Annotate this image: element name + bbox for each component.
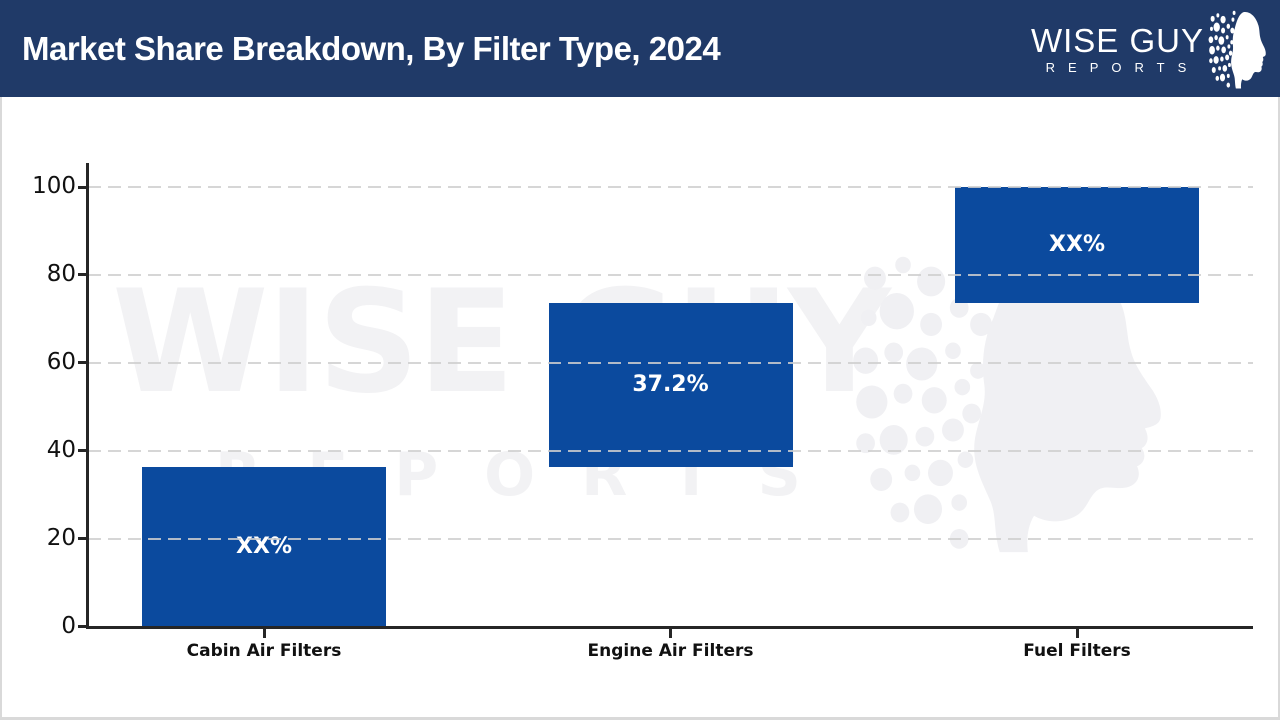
gridline-40 xyxy=(88,449,1253,452)
brand-text: WISE GUY REPORTS xyxy=(1031,24,1204,74)
y-tick-label-80: 80 xyxy=(46,260,76,287)
bar-value-label: XX% xyxy=(1049,232,1105,257)
y-tick-mark-80 xyxy=(78,273,87,277)
x-tick-label-2: Engine Air Filters xyxy=(587,641,754,661)
x-tick-mark-2 xyxy=(669,629,672,638)
gridline-60 xyxy=(88,361,1253,364)
x-axis-line xyxy=(86,626,1253,629)
y-tick-mark-0 xyxy=(78,625,87,628)
y-tick-mark-20 xyxy=(78,537,87,541)
brand-name: WISE GUY xyxy=(1030,21,1204,59)
y-tick-label-0: 0 xyxy=(61,612,76,639)
x-tick-mark-1 xyxy=(262,629,266,638)
x-tick-mark-3 xyxy=(1075,629,1079,638)
y-tick-mark-60 xyxy=(78,361,87,365)
bar-fuel-filters: XX% xyxy=(955,187,1199,304)
gridline-80 xyxy=(88,273,1253,276)
gridline-100 xyxy=(88,186,1253,188)
y-tick-mark-100 xyxy=(78,185,87,189)
y-tick-label-40: 40 xyxy=(46,436,76,463)
chart-title: Market Share Breakdown, By Filter Type, … xyxy=(22,29,721,67)
header-bar: Market Share Breakdown, By Filter Type, … xyxy=(0,0,1280,97)
bar-value-label: 37.2% xyxy=(632,371,709,397)
y-tick-label-60: 60 xyxy=(46,348,76,375)
brand-head-icon xyxy=(1208,10,1266,88)
x-tick-label-1: Cabin Air Filters xyxy=(186,641,342,661)
brand-subname: REPORTS xyxy=(1045,59,1200,75)
brand-logo: WISE GUY REPORTS xyxy=(1031,7,1266,91)
bar-engine-air-filters: 37.2% xyxy=(548,303,793,467)
gridline-20 xyxy=(88,537,1253,540)
y-tick-mark-40 xyxy=(78,449,87,453)
bar-cabin-air-filters: XX% xyxy=(142,466,386,627)
bar-value-label: XX% xyxy=(236,533,292,559)
y-tick-label-20: 20 xyxy=(46,524,76,551)
x-tick-label-3: Fuel Filters xyxy=(1023,641,1131,661)
y-axis-line xyxy=(86,163,89,629)
y-tick-label-100: 100 xyxy=(32,173,76,199)
